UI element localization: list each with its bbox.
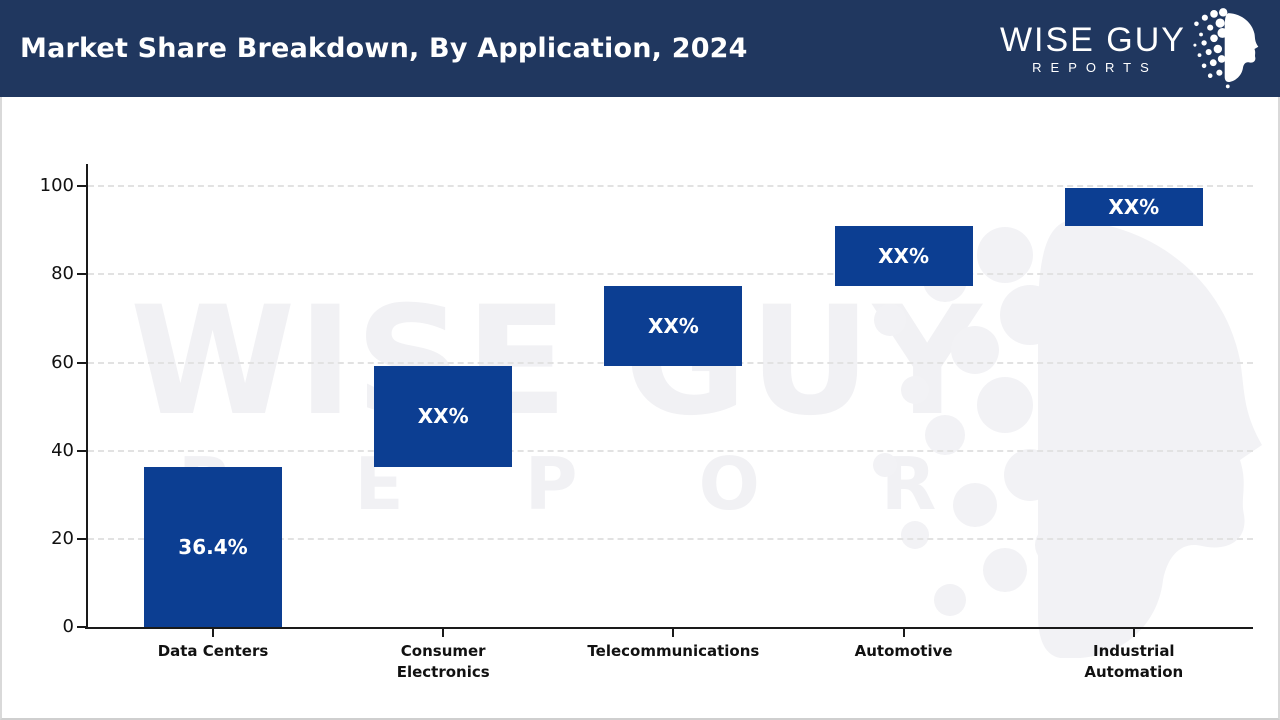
bar-consumer-electronics: XX% bbox=[374, 366, 513, 467]
category-label-industrial-automation: Industrial Automation bbox=[1084, 642, 1184, 681]
gridline-20 bbox=[88, 537, 1253, 540]
x-tick-mark-5 bbox=[1132, 629, 1135, 637]
y-tick-label-40: 40 bbox=[51, 439, 74, 461]
y-tick-mark-0 bbox=[77, 626, 87, 628]
category-label-telecommunications: Telecommunications bbox=[587, 642, 760, 660]
x-tick-mark-1 bbox=[212, 629, 214, 637]
header-bar: Market Share Breakdown, By Application, … bbox=[0, 0, 1280, 97]
bar-value-label: XX% bbox=[417, 404, 469, 429]
x-tick-mark-4 bbox=[902, 629, 905, 637]
bar-telecommunications: XX% bbox=[604, 285, 743, 367]
dot-face-profile-icon bbox=[1193, 7, 1259, 88]
category-label-data-centers: Data Centers bbox=[157, 642, 269, 660]
y-tick-label-80: 80 bbox=[51, 263, 74, 285]
x-tick-mark-3 bbox=[672, 629, 675, 637]
y-tick-mark-20 bbox=[77, 537, 87, 540]
x-tick-mark-2 bbox=[442, 629, 445, 637]
y-tick-label-20: 20 bbox=[51, 527, 74, 549]
bar-data-centers: 36.4% bbox=[144, 466, 282, 627]
bar-automotive: XX% bbox=[834, 226, 973, 286]
category-label-automotive: Automotive bbox=[854, 642, 953, 660]
wise-guy-logo: WISE GUY REPORTS bbox=[1000, 7, 1266, 91]
bar-industrial-automation: XX% bbox=[1064, 187, 1203, 227]
y-tick-mark-60 bbox=[77, 361, 87, 364]
y-tick-label-0: 0 bbox=[62, 616, 74, 637]
category-label-consumer-electronics: Consumer Electronics bbox=[396, 642, 490, 681]
bar-value-label: XX% bbox=[647, 313, 699, 338]
logo-name-bottom: REPORTS bbox=[1032, 59, 1158, 75]
chart-title: Market Share Breakdown, By Application, … bbox=[20, 33, 748, 64]
gridline-40 bbox=[88, 449, 1253, 452]
bar-value-label: XX% bbox=[878, 244, 930, 269]
logo-name-top: WISE GUY bbox=[999, 20, 1186, 59]
y-tick-mark-80 bbox=[77, 273, 87, 276]
y-axis-line bbox=[86, 164, 88, 629]
gridline-80 bbox=[88, 273, 1253, 276]
y-tick-label-100: 100 bbox=[39, 175, 74, 197]
bar-value-label: 36.4% bbox=[178, 534, 248, 559]
y-tick-mark-40 bbox=[77, 449, 87, 452]
gridline-100 bbox=[88, 185, 1253, 188]
y-tick-mark-100 bbox=[77, 185, 87, 188]
bar-value-label: XX% bbox=[1108, 195, 1160, 219]
x-axis-line bbox=[85, 627, 1253, 629]
logo-text: WISE GUY REPORTS bbox=[1000, 23, 1186, 75]
watermark-face-icon bbox=[873, 220, 1262, 658]
y-tick-label-60: 60 bbox=[51, 351, 74, 373]
